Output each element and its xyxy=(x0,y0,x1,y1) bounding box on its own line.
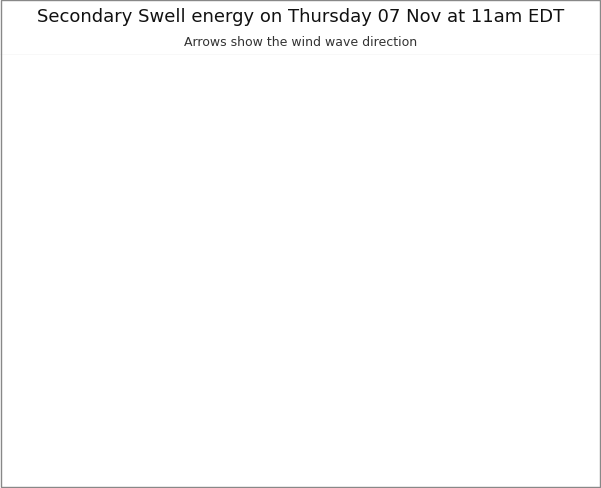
Text: cartopy required for map rendering: cartopy required for map rendering xyxy=(177,265,424,279)
Text: Secondary Swell energy on Thursday 07 Nov at 11am EDT: Secondary Swell energy on Thursday 07 No… xyxy=(37,8,564,26)
Text: Arrows show the wind wave direction: Arrows show the wind wave direction xyxy=(184,36,417,49)
